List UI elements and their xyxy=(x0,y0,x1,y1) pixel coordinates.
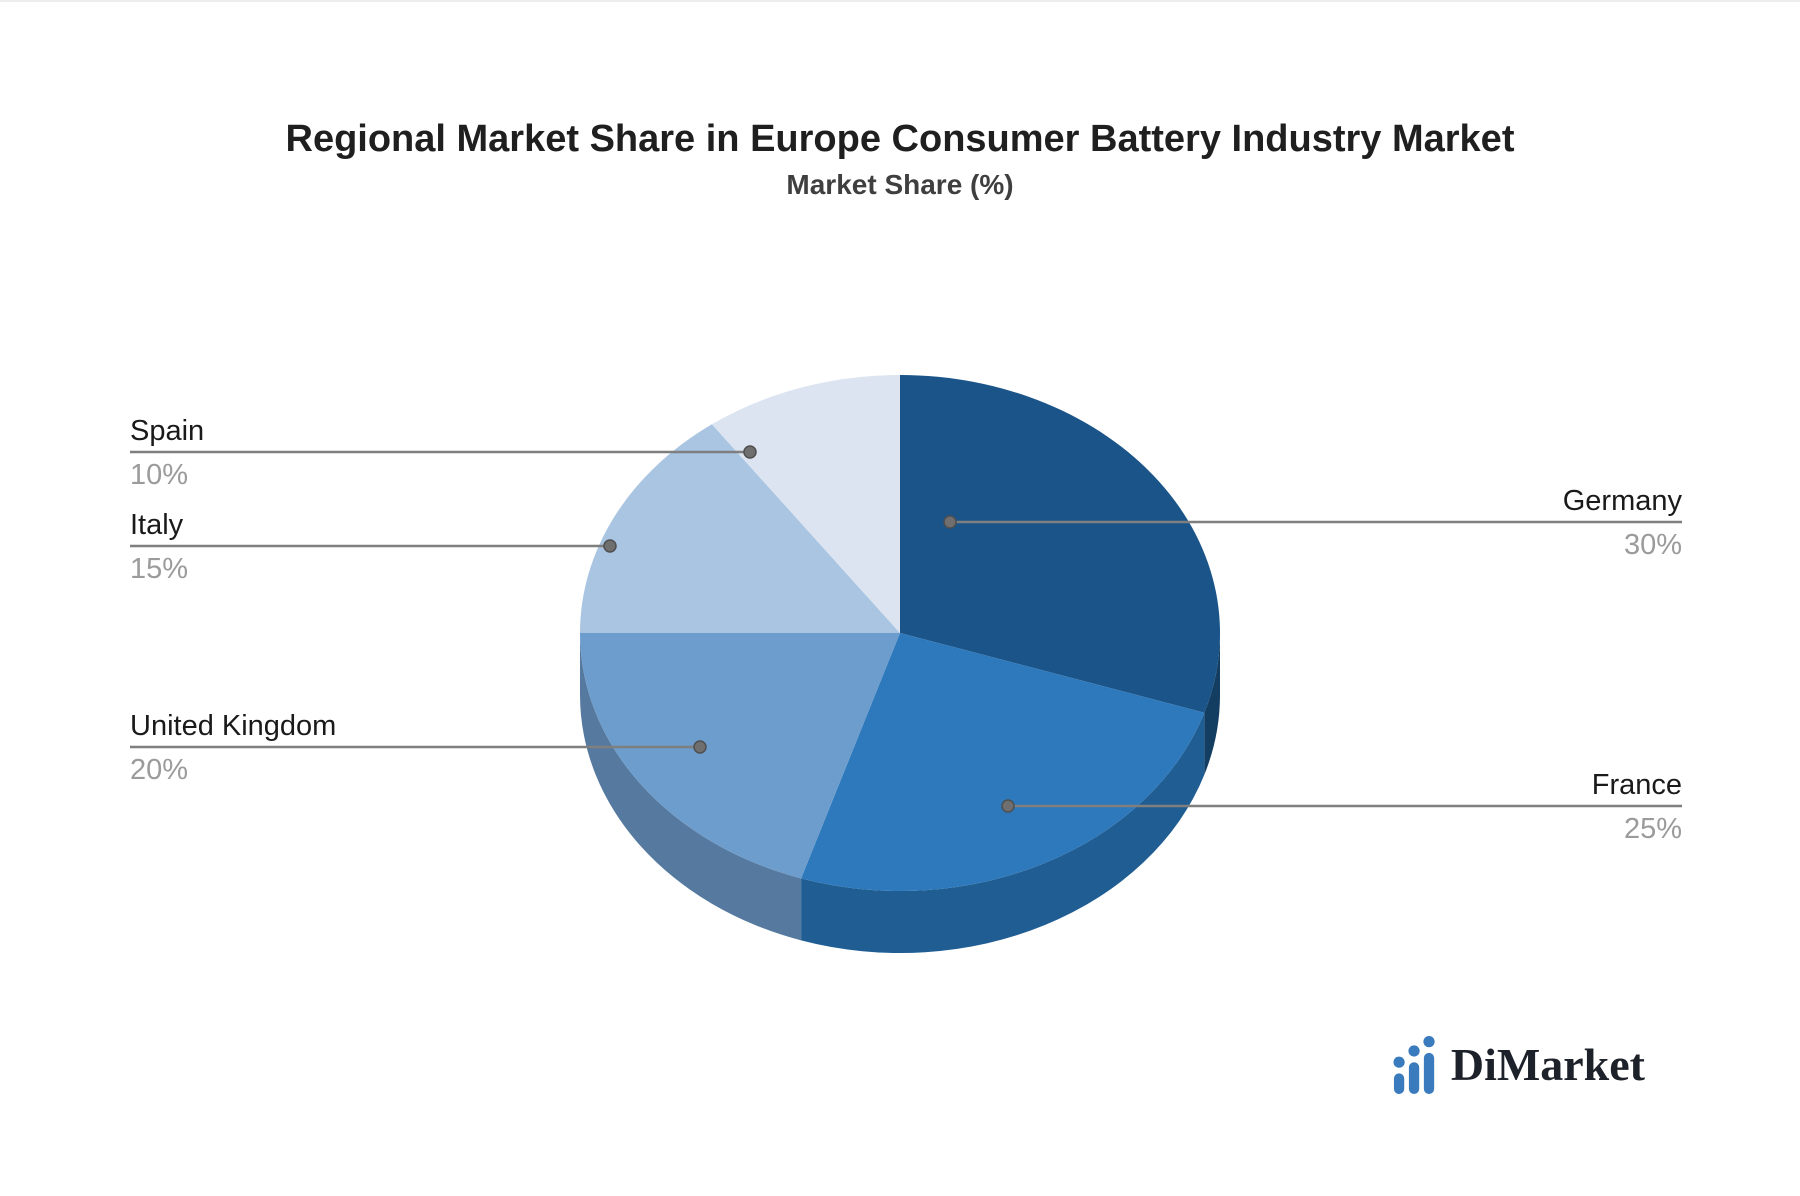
slice-label-name: Spain xyxy=(130,415,205,447)
logo-bar xyxy=(1408,1062,1420,1094)
logo-dot xyxy=(1393,1056,1405,1068)
bar-chart-logo-icon xyxy=(1393,1036,1435,1094)
pie-slice-germany[interactable] xyxy=(900,375,1221,713)
logo-dot xyxy=(1408,1045,1420,1057)
slice-label-value: 10% xyxy=(130,459,189,491)
chart-subtitle: Market Share (%) xyxy=(786,169,1014,200)
slice-label-italy: Italy 15% xyxy=(130,508,188,586)
slice-label-name: Italy xyxy=(130,509,184,541)
pie-slice-side-united-kingdom xyxy=(580,633,802,941)
pie-slice-united-kingdom[interactable] xyxy=(580,633,900,879)
slice-label-spain: Spain 10% xyxy=(130,414,204,492)
slice-label-value: 25% xyxy=(1623,813,1682,845)
logo-bar xyxy=(1393,1073,1405,1094)
brand-logo: DiMarket xyxy=(1393,1032,1645,1098)
leader-dot-spain xyxy=(743,445,757,459)
pie-slice-italy[interactable] xyxy=(580,424,900,633)
slice-label-value: 20% xyxy=(130,754,189,786)
leader-dot-france xyxy=(1001,799,1015,813)
leader-dot-italy xyxy=(603,539,617,553)
pie-slice-france[interactable] xyxy=(801,633,1205,891)
page-top-border xyxy=(0,0,1800,2)
slice-label-value: 30% xyxy=(1623,529,1682,561)
slice-label-name: France xyxy=(1591,769,1682,801)
brand-name: DiMarket xyxy=(1450,1039,1645,1090)
slice-label-united-kingdom: United Kingdom 20% xyxy=(130,709,336,787)
chart-title: Regional Market Share in Europe Consumer… xyxy=(285,118,1515,160)
pie-slice-side-germany xyxy=(1204,633,1220,775)
pie-slice-side-france xyxy=(801,712,1205,953)
logo-bar xyxy=(1423,1052,1434,1094)
leader-dot-germany xyxy=(943,515,957,529)
pie-slice-spain[interactable] xyxy=(711,375,900,633)
logo-dot xyxy=(1423,1036,1435,1048)
slice-label-value: 15% xyxy=(130,553,189,585)
slice-label-france: France 25% xyxy=(1592,768,1682,846)
slice-label-name: United Kingdom xyxy=(130,710,337,742)
slice-label-germany: Germany 30% xyxy=(1563,484,1682,562)
slice-label-name: Germany xyxy=(1562,485,1682,517)
leader-dot-united-kingdom xyxy=(693,740,707,754)
